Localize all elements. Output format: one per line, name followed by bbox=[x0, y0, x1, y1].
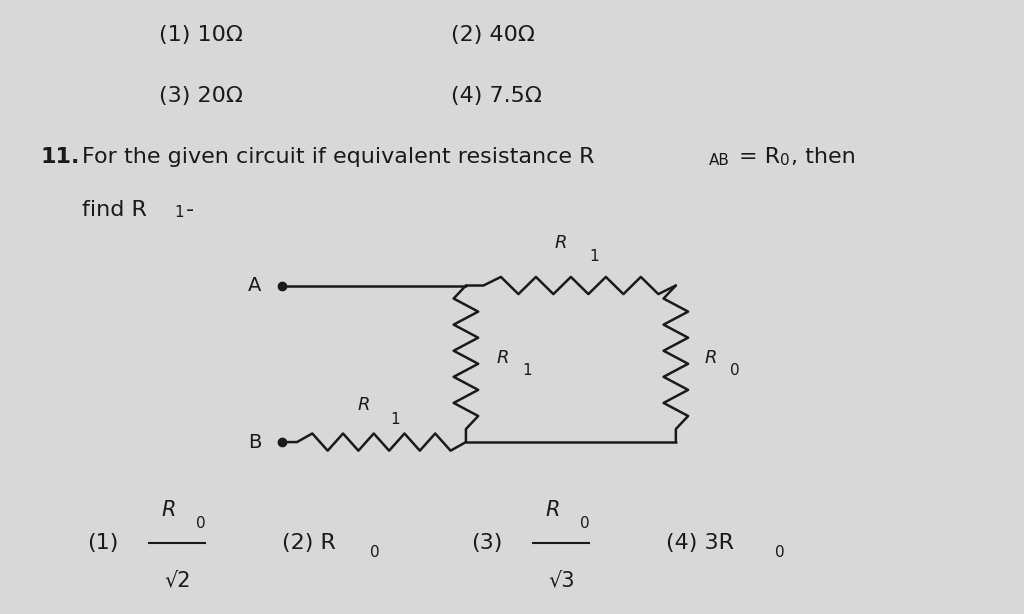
Text: (3) 20Ω: (3) 20Ω bbox=[159, 86, 243, 106]
Text: AB: AB bbox=[709, 152, 729, 168]
Text: 0: 0 bbox=[196, 516, 205, 531]
Text: √2: √2 bbox=[164, 571, 190, 591]
Text: 0: 0 bbox=[730, 363, 739, 378]
Text: 1: 1 bbox=[174, 204, 183, 220]
Text: (2) R: (2) R bbox=[282, 534, 336, 553]
Text: B: B bbox=[248, 433, 261, 451]
Text: 0: 0 bbox=[775, 545, 784, 560]
Text: For the given circuit if equivalent resistance R: For the given circuit if equivalent resi… bbox=[82, 147, 594, 168]
Text: R: R bbox=[554, 234, 567, 252]
Text: (2) 40Ω: (2) 40Ω bbox=[451, 25, 535, 45]
Text: R: R bbox=[162, 500, 176, 520]
Text: 0: 0 bbox=[580, 516, 589, 531]
Text: = R: = R bbox=[739, 147, 780, 168]
Text: 0: 0 bbox=[780, 152, 790, 168]
Text: 1: 1 bbox=[590, 249, 599, 264]
Text: (3): (3) bbox=[471, 534, 503, 553]
Text: R: R bbox=[357, 397, 370, 414]
Text: R: R bbox=[497, 349, 509, 367]
Text: (1): (1) bbox=[87, 534, 119, 553]
Text: A: A bbox=[248, 276, 261, 295]
Text: find R: find R bbox=[82, 200, 146, 220]
Text: 1: 1 bbox=[522, 363, 531, 378]
Text: √3: √3 bbox=[548, 571, 574, 591]
Text: -: - bbox=[186, 200, 195, 220]
Text: R: R bbox=[705, 349, 717, 367]
Text: (4) 7.5Ω: (4) 7.5Ω bbox=[451, 86, 542, 106]
Text: 11.: 11. bbox=[41, 147, 80, 168]
Text: 1: 1 bbox=[390, 411, 399, 427]
Text: (1) 10Ω: (1) 10Ω bbox=[159, 25, 243, 45]
Text: (4) 3R: (4) 3R bbox=[666, 534, 733, 553]
Text: R: R bbox=[546, 500, 560, 520]
Text: , then: , then bbox=[791, 147, 855, 168]
Text: 0: 0 bbox=[370, 545, 379, 560]
